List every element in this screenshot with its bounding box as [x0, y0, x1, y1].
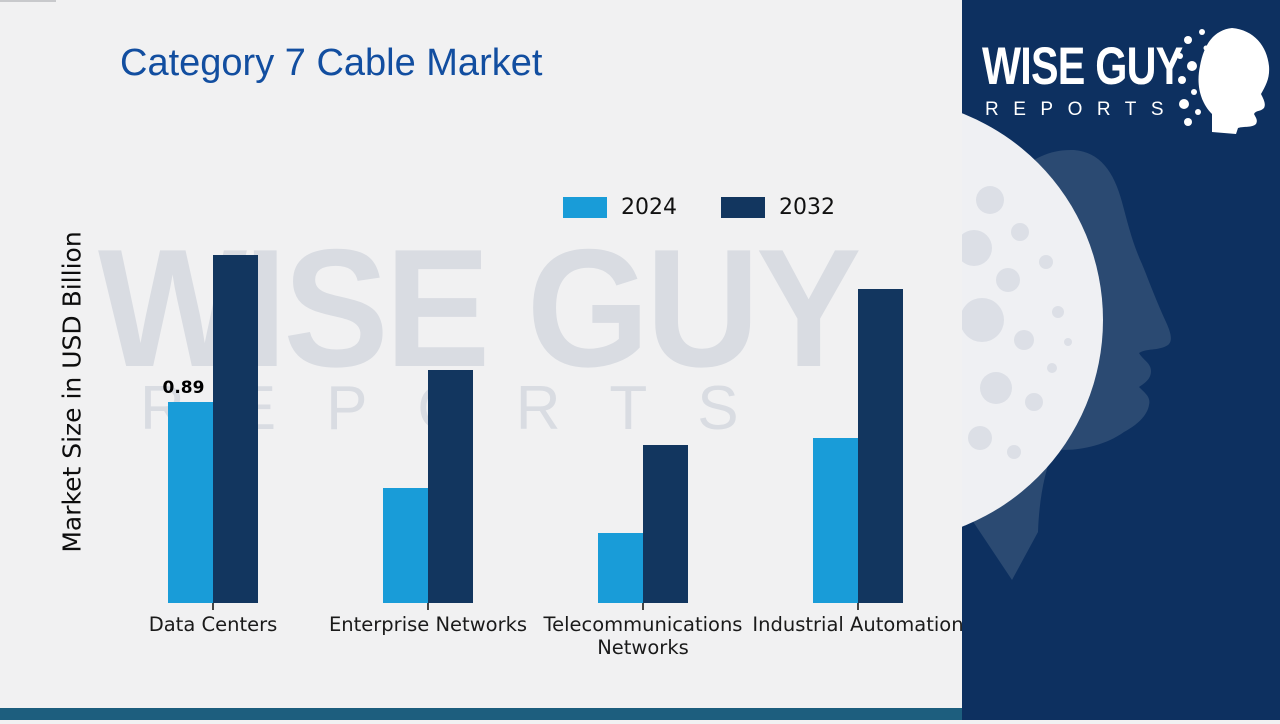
- legend-item-2024: 2024: [563, 195, 677, 220]
- bar-2032-data-centers: [213, 255, 258, 603]
- x-axis-category-label: Telecommunications Networks: [543, 613, 743, 660]
- legend-item-2032: 2032: [721, 195, 835, 220]
- x-axis-tick: [427, 603, 429, 610]
- legend-label-2024: 2024: [621, 195, 677, 220]
- x-axis-category-label: Industrial Automation: [752, 613, 964, 636]
- bar-2032-enterprise-networks: [428, 370, 473, 603]
- legend-label-2032: 2032: [779, 195, 835, 220]
- x-axis-tick: [212, 603, 214, 610]
- chart-title: Category 7 Cable Market: [120, 42, 543, 84]
- dot-pattern: [956, 186, 1072, 459]
- logo-dot-pattern: [1177, 29, 1211, 126]
- brand-panel: WISE GUY REPORTS: [659, 0, 1280, 720]
- chart-legend: 2024 2032: [563, 195, 835, 220]
- logo-wiseguy-text: WISE GUY: [982, 37, 1183, 96]
- x-axis-category-label: Data Centers: [148, 613, 278, 636]
- logo-reports-text: REPORTS: [985, 99, 1179, 120]
- bar-2024-enterprise-networks: [383, 488, 428, 603]
- bar-2032-industrial-automation: [858, 289, 903, 603]
- bar-2024-telecommunications-networks: [598, 533, 643, 603]
- bar-value-label: 0.89: [162, 377, 205, 398]
- top-left-artifact-line: [0, 0, 56, 2]
- bottom-accent-bar: [0, 708, 962, 720]
- x-axis-category-label: Enterprise Networks: [328, 613, 528, 636]
- bar-2024-data-centers: [168, 402, 213, 603]
- logo: WISE GUY REPORTS: [982, 40, 1239, 121]
- bar-2032-telecommunications-networks: [643, 445, 688, 603]
- x-axis-tick: [857, 603, 859, 610]
- logo-face-icon: [1177, 28, 1270, 134]
- legend-swatch-2032: [721, 197, 765, 218]
- bar-2024-industrial-automation: [813, 438, 858, 603]
- x-axis-tick: [642, 603, 644, 610]
- legend-swatch-2024: [563, 197, 607, 218]
